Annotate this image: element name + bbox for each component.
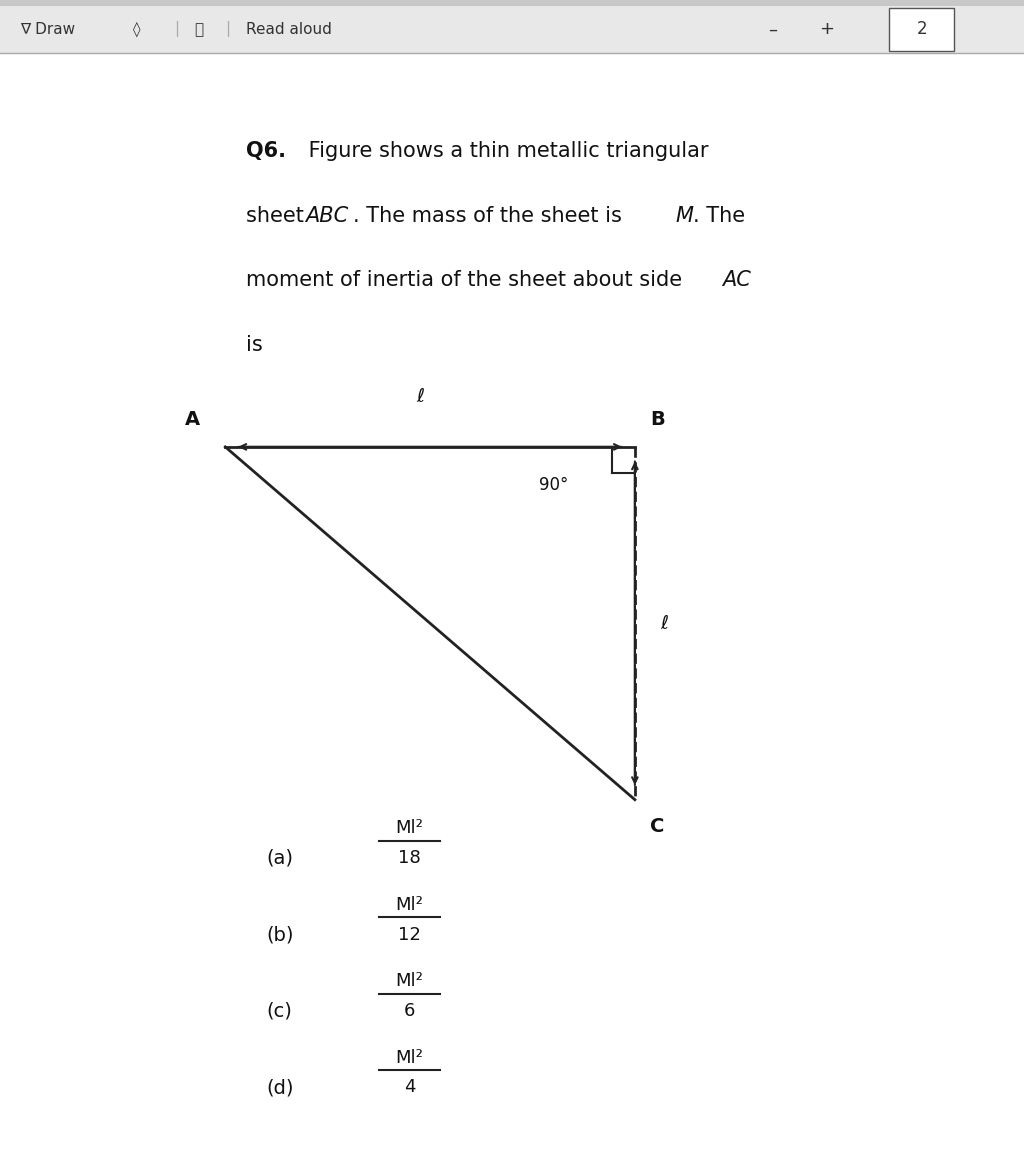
- Text: 4: 4: [403, 1078, 416, 1096]
- Text: 6: 6: [403, 1002, 416, 1020]
- Text: ℓ: ℓ: [416, 387, 424, 406]
- Text: ℓ: ℓ: [660, 614, 669, 633]
- Text: 18: 18: [398, 849, 421, 867]
- Text: ∇ Draw: ∇ Draw: [20, 22, 76, 36]
- Text: ◊: ◊: [133, 21, 140, 38]
- Text: (a): (a): [266, 849, 293, 868]
- Text: M: M: [676, 206, 694, 226]
- FancyBboxPatch shape: [889, 8, 954, 51]
- Text: Ml²: Ml²: [395, 820, 424, 837]
- FancyBboxPatch shape: [0, 53, 1024, 1176]
- Text: is: is: [246, 335, 262, 355]
- Text: A: A: [184, 410, 200, 429]
- Text: C: C: [650, 817, 665, 836]
- FancyBboxPatch shape: [0, 6, 1024, 53]
- Text: 12: 12: [398, 926, 421, 943]
- Text: sheet: sheet: [246, 206, 316, 226]
- Text: (d): (d): [266, 1078, 294, 1097]
- Text: moment of inertia of the sheet about side: moment of inertia of the sheet about sid…: [246, 270, 695, 290]
- Text: +: +: [819, 20, 835, 39]
- Text: Figure shows a thin metallic triangular: Figure shows a thin metallic triangular: [302, 141, 709, 161]
- Text: |: |: [225, 21, 230, 38]
- Text: (c): (c): [266, 1002, 292, 1021]
- Text: Read aloud: Read aloud: [246, 22, 332, 36]
- Text: ABC: ABC: [305, 206, 348, 226]
- Text: B: B: [650, 410, 665, 429]
- Text: Ml²: Ml²: [395, 973, 424, 990]
- Text: (b): (b): [266, 926, 294, 944]
- Text: 90°: 90°: [539, 476, 568, 494]
- Text: |: |: [174, 21, 179, 38]
- Text: . The mass of the sheet is: . The mass of the sheet is: [353, 206, 636, 226]
- Text: ⓘ: ⓘ: [195, 22, 204, 36]
- Text: . The: . The: [693, 206, 745, 226]
- Text: –: –: [768, 20, 777, 39]
- Text: Q6.: Q6.: [246, 141, 286, 161]
- Text: 2: 2: [916, 20, 927, 39]
- Text: AC: AC: [722, 270, 751, 290]
- Text: Ml²: Ml²: [395, 1049, 424, 1067]
- Text: Ml²: Ml²: [395, 896, 424, 914]
